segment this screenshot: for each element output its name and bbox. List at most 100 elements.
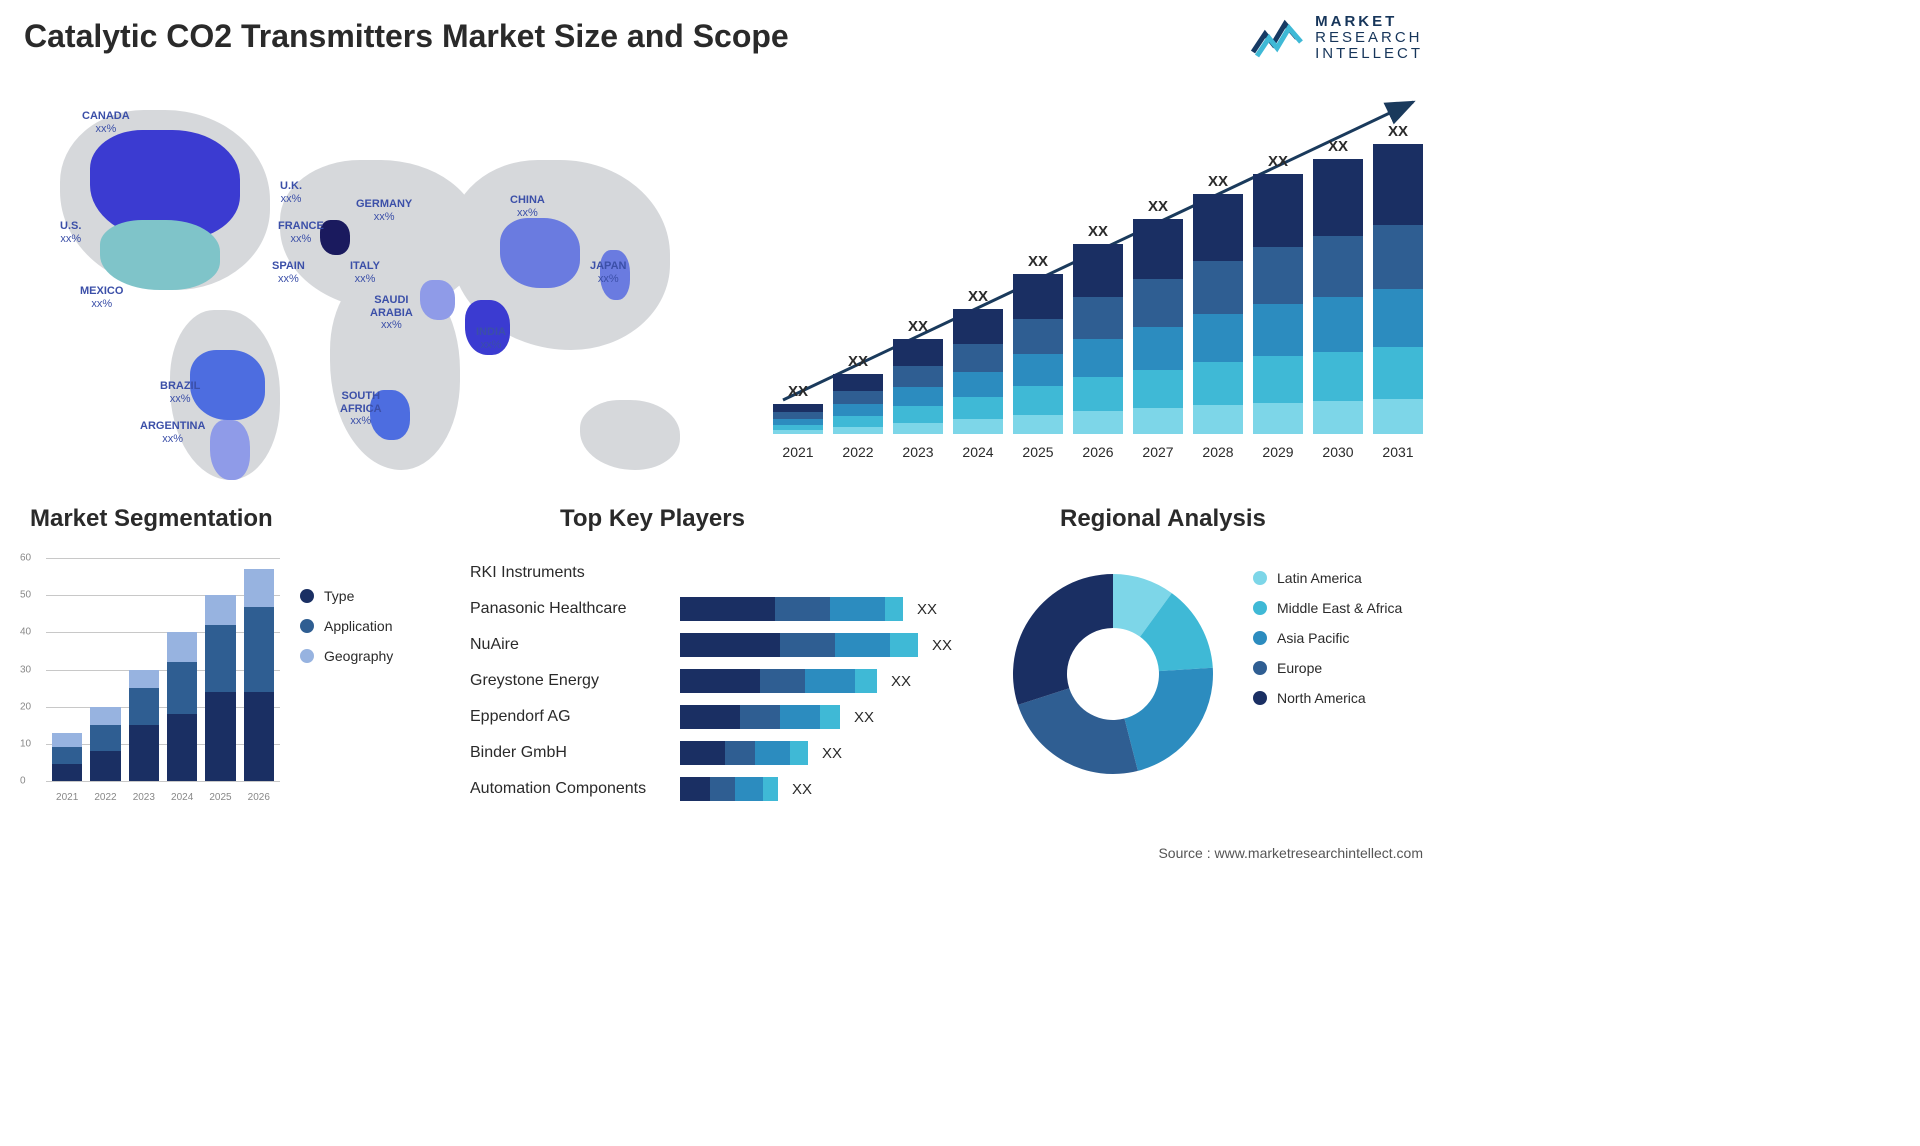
player-segment	[790, 741, 808, 765]
player-segment	[680, 669, 760, 693]
player-bar	[680, 705, 840, 729]
growth-segment	[1013, 274, 1063, 319]
growth-segment	[833, 416, 883, 427]
seg-segment	[205, 692, 235, 781]
growth-segment	[1073, 377, 1123, 411]
country-highlight	[500, 218, 580, 288]
seg-segment	[167, 714, 197, 781]
player-segment	[680, 741, 725, 765]
growth-x-axis: 2021202220232024202520262027202820292030…	[773, 444, 1423, 460]
growth-bar: XX	[1373, 123, 1423, 434]
country-highlight	[320, 220, 350, 255]
donut-slice	[1018, 688, 1138, 774]
growth-value-label: XX	[1388, 123, 1408, 140]
growth-segment	[893, 423, 943, 434]
player-name: Automation Components	[470, 780, 680, 798]
growth-segment	[773, 404, 823, 412]
growth-segment	[1133, 219, 1183, 279]
growth-segment	[1013, 415, 1063, 434]
growth-segment	[1193, 314, 1243, 362]
growth-year-label: 2031	[1373, 444, 1423, 460]
player-value-label: XX	[891, 673, 911, 690]
growth-year-label: 2026	[1073, 444, 1123, 460]
growth-segment	[1073, 339, 1123, 377]
y-tick-label: 40	[20, 627, 31, 638]
gridline	[46, 781, 280, 782]
growth-year-label: 2023	[893, 444, 943, 460]
player-segment	[780, 633, 835, 657]
map-label: ARGENTINAxx%	[140, 420, 205, 445]
growth-year-label: 2021	[773, 444, 823, 460]
growth-value-label: XX	[1028, 253, 1048, 270]
growth-segment	[1313, 352, 1363, 402]
player-bar	[680, 741, 808, 765]
growth-segment	[1193, 362, 1243, 405]
source-text: Source : www.marketresearchintellect.com	[1158, 845, 1423, 861]
legend-swatch	[1253, 571, 1267, 585]
growth-segment	[1373, 347, 1423, 399]
segmentation-legend: TypeApplicationGeography	[300, 588, 393, 678]
seg-bar	[90, 707, 120, 781]
growth-segment	[1253, 174, 1303, 247]
growth-segment	[893, 387, 943, 406]
legend-label: Latin America	[1277, 570, 1362, 586]
world-map-panel: CANADAxx%U.S.xx%MEXICOxx%BRAZILxx%ARGENT…	[20, 90, 710, 470]
growth-segment	[893, 366, 943, 387]
segmentation-title: Market Segmentation	[30, 505, 273, 533]
legend-swatch	[300, 589, 314, 603]
growth-segment	[953, 372, 1003, 397]
map-label: MEXICOxx%	[80, 285, 123, 310]
player-name: Eppendorf AG	[470, 708, 680, 726]
legend-swatch	[300, 619, 314, 633]
map-label: BRAZILxx%	[160, 380, 200, 405]
y-tick-label: 50	[20, 590, 31, 601]
growth-segment	[1133, 327, 1183, 370]
player-segment	[680, 777, 710, 801]
growth-year-label: 2027	[1133, 444, 1183, 460]
growth-bar: XX	[773, 383, 823, 434]
legend-item: Europe	[1253, 660, 1402, 676]
page-title: Catalytic CO2 Transmitters Market Size a…	[24, 18, 789, 55]
player-segment	[755, 741, 790, 765]
growth-segment	[1313, 159, 1363, 236]
seg-year-label: 2026	[244, 792, 274, 803]
growth-segment	[1373, 144, 1423, 225]
growth-segment	[1073, 244, 1123, 297]
player-segment	[710, 777, 735, 801]
seg-segment	[90, 707, 120, 726]
seg-bar	[167, 632, 197, 781]
seg-segment	[244, 569, 274, 607]
growth-bar: XX	[1253, 153, 1303, 434]
seg-segment	[52, 733, 82, 747]
map-label: INDIAxx%	[476, 326, 506, 351]
seg-year-label: 2025	[205, 792, 235, 803]
growth-segment	[833, 391, 883, 404]
growth-bar: XX	[893, 318, 943, 434]
logo-icon	[1249, 16, 1305, 60]
player-segment	[885, 597, 903, 621]
growth-segment	[773, 412, 823, 419]
legend-swatch	[1253, 691, 1267, 705]
growth-segment	[1253, 304, 1303, 356]
regional-legend: Latin AmericaMiddle East & AfricaAsia Pa…	[1253, 570, 1402, 720]
growth-segment	[1193, 194, 1243, 261]
players-title: Top Key Players	[560, 505, 745, 533]
growth-segment	[1373, 225, 1423, 289]
player-name: Greystone Energy	[470, 672, 680, 690]
growth-segment	[1193, 405, 1243, 434]
map-label: JAPANxx%	[590, 260, 626, 285]
player-segment	[820, 705, 840, 729]
growth-segment	[893, 406, 943, 423]
player-segment	[805, 669, 855, 693]
legend-item: Asia Pacific	[1253, 630, 1402, 646]
growth-chart: XXXXXXXXXXXXXXXXXXXXXX 20212022202320242…	[773, 90, 1423, 460]
country-highlight	[190, 350, 265, 420]
y-tick-label: 0	[20, 776, 26, 787]
player-segment	[775, 597, 830, 621]
growth-segment	[1193, 261, 1243, 314]
y-tick-label: 20	[20, 701, 31, 712]
country-highlight	[100, 220, 220, 290]
donut-slice	[1124, 668, 1213, 771]
growth-value-label: XX	[968, 288, 988, 305]
growth-segment	[893, 339, 943, 366]
